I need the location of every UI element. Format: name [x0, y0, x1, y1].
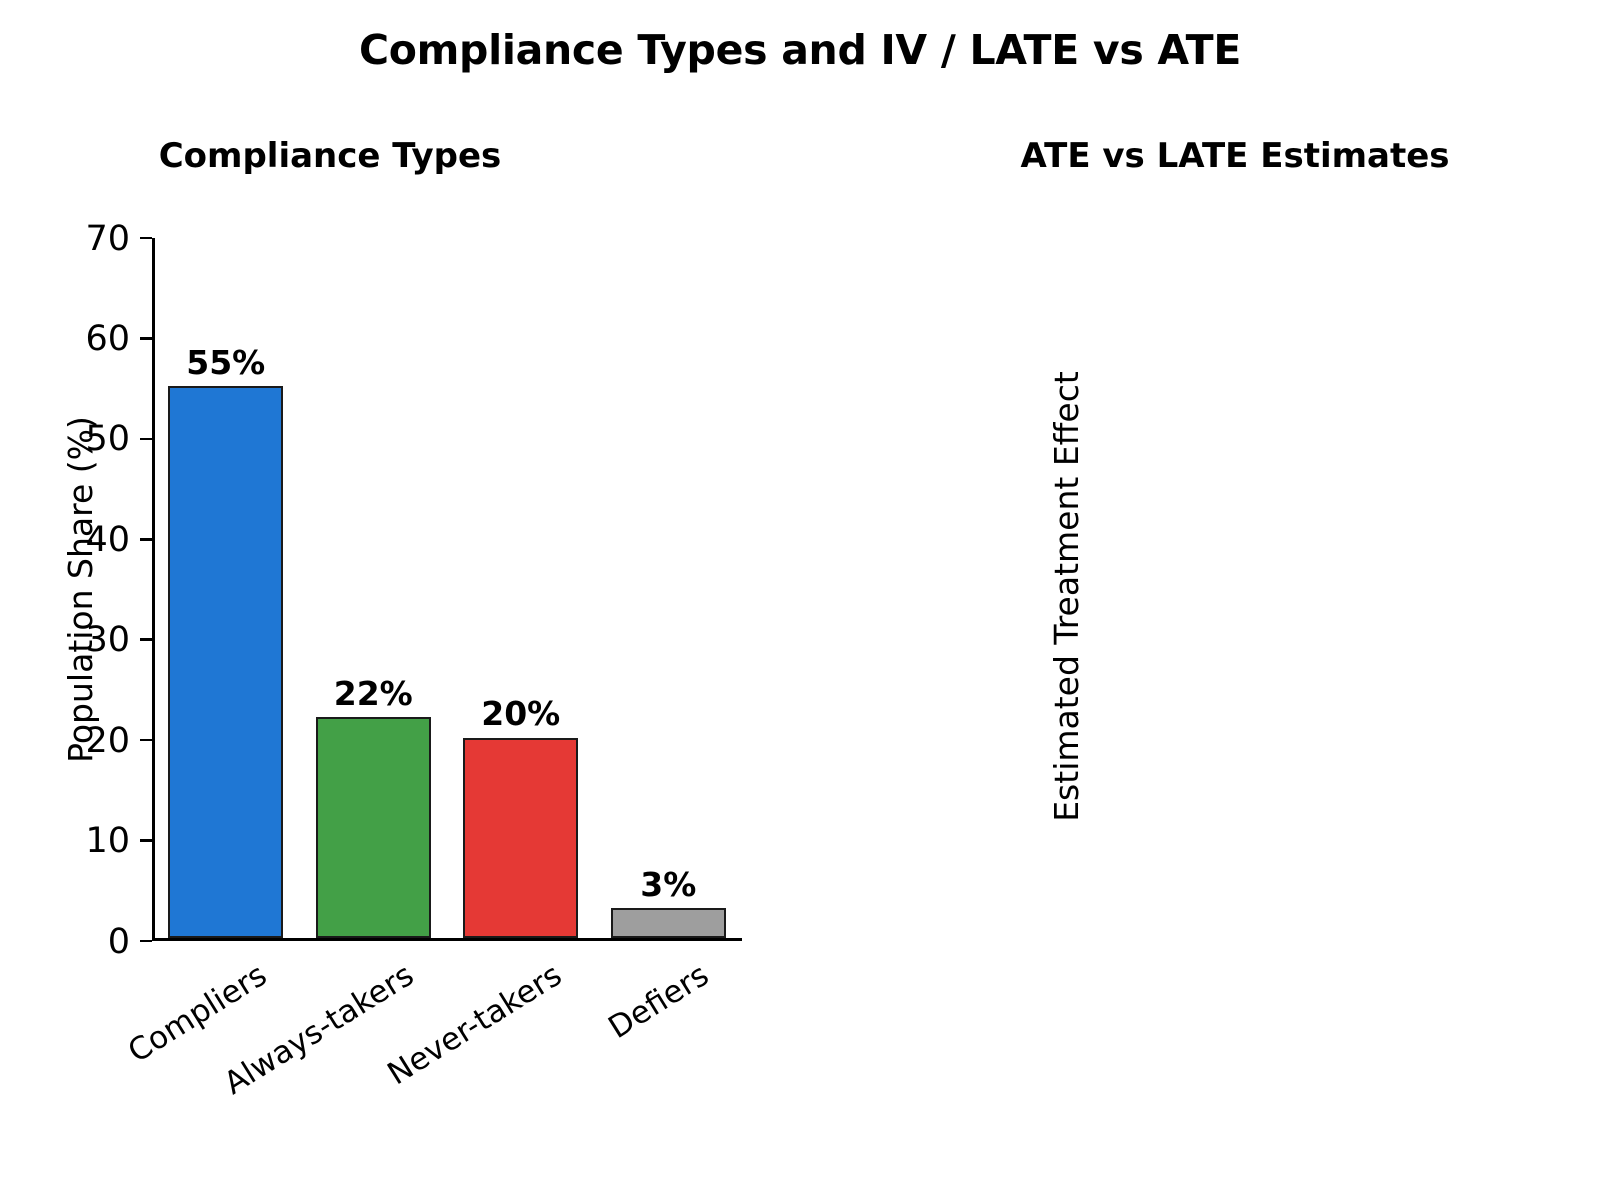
- x-tick-label: Defiers: [602, 957, 716, 1047]
- y-tick-mark: [140, 337, 152, 340]
- bar-value-label: 3%: [640, 864, 697, 904]
- y-tick-label: 50: [85, 419, 130, 460]
- y-tick-mark: [140, 839, 152, 842]
- bar-value-label: 22%: [333, 674, 413, 714]
- y-tick-label: 20: [85, 720, 130, 761]
- y-tick-mark: [140, 437, 152, 441]
- subplot-compliance-types: Compliance Types Population Share (%) 0 1…: [60, 136, 742, 1102]
- figure-suptitle: Compliance Types and IV / LATE vs ATE: [358, 26, 1242, 74]
- y-tick-label: 40: [85, 519, 130, 560]
- y-tick-label: 70: [85, 218, 130, 259]
- subplot-ate-vs-late: ATE vs LATE Estimates Estimated Treatmen…: [800, 0, 1600, 1200]
- y-tick-label: 30: [85, 620, 130, 661]
- axis-spine-left: [152, 238, 155, 941]
- y-tick-mark: [140, 236, 152, 240]
- subplot-title-left: Compliance Types: [158, 136, 502, 176]
- y-tick-label: 10: [85, 821, 130, 862]
- bar-value-label: 20%: [481, 694, 561, 734]
- y-axis-label-right: Estimated Treatment Effect: [1046, 370, 1086, 822]
- y-tick-mark: [140, 638, 152, 641]
- plot-area-left: 0 10 20 30 40 50 60 70 55% 22% 20% 3% Compliers Alw…: [85, 221, 742, 1102]
- y-tick-label: 60: [85, 318, 130, 359]
- y-tick-mark: [140, 738, 152, 742]
- subplot-title-right: ATE vs LATE Estimates: [1020, 136, 1450, 176]
- bar[interactable]: [315, 717, 431, 939]
- y-tick-label: 0: [107, 921, 130, 962]
- y-tick-mark: [140, 537, 152, 541]
- bar[interactable]: [168, 386, 284, 939]
- bar[interactable]: [610, 908, 726, 939]
- bar[interactable]: [463, 737, 579, 939]
- axis-spine-bottom: [152, 938, 742, 941]
- y-tick-mark: [140, 939, 152, 943]
- bar-value-label: 55%: [186, 342, 266, 382]
- y-axis-label-left: Population Share (%): [60, 415, 100, 763]
